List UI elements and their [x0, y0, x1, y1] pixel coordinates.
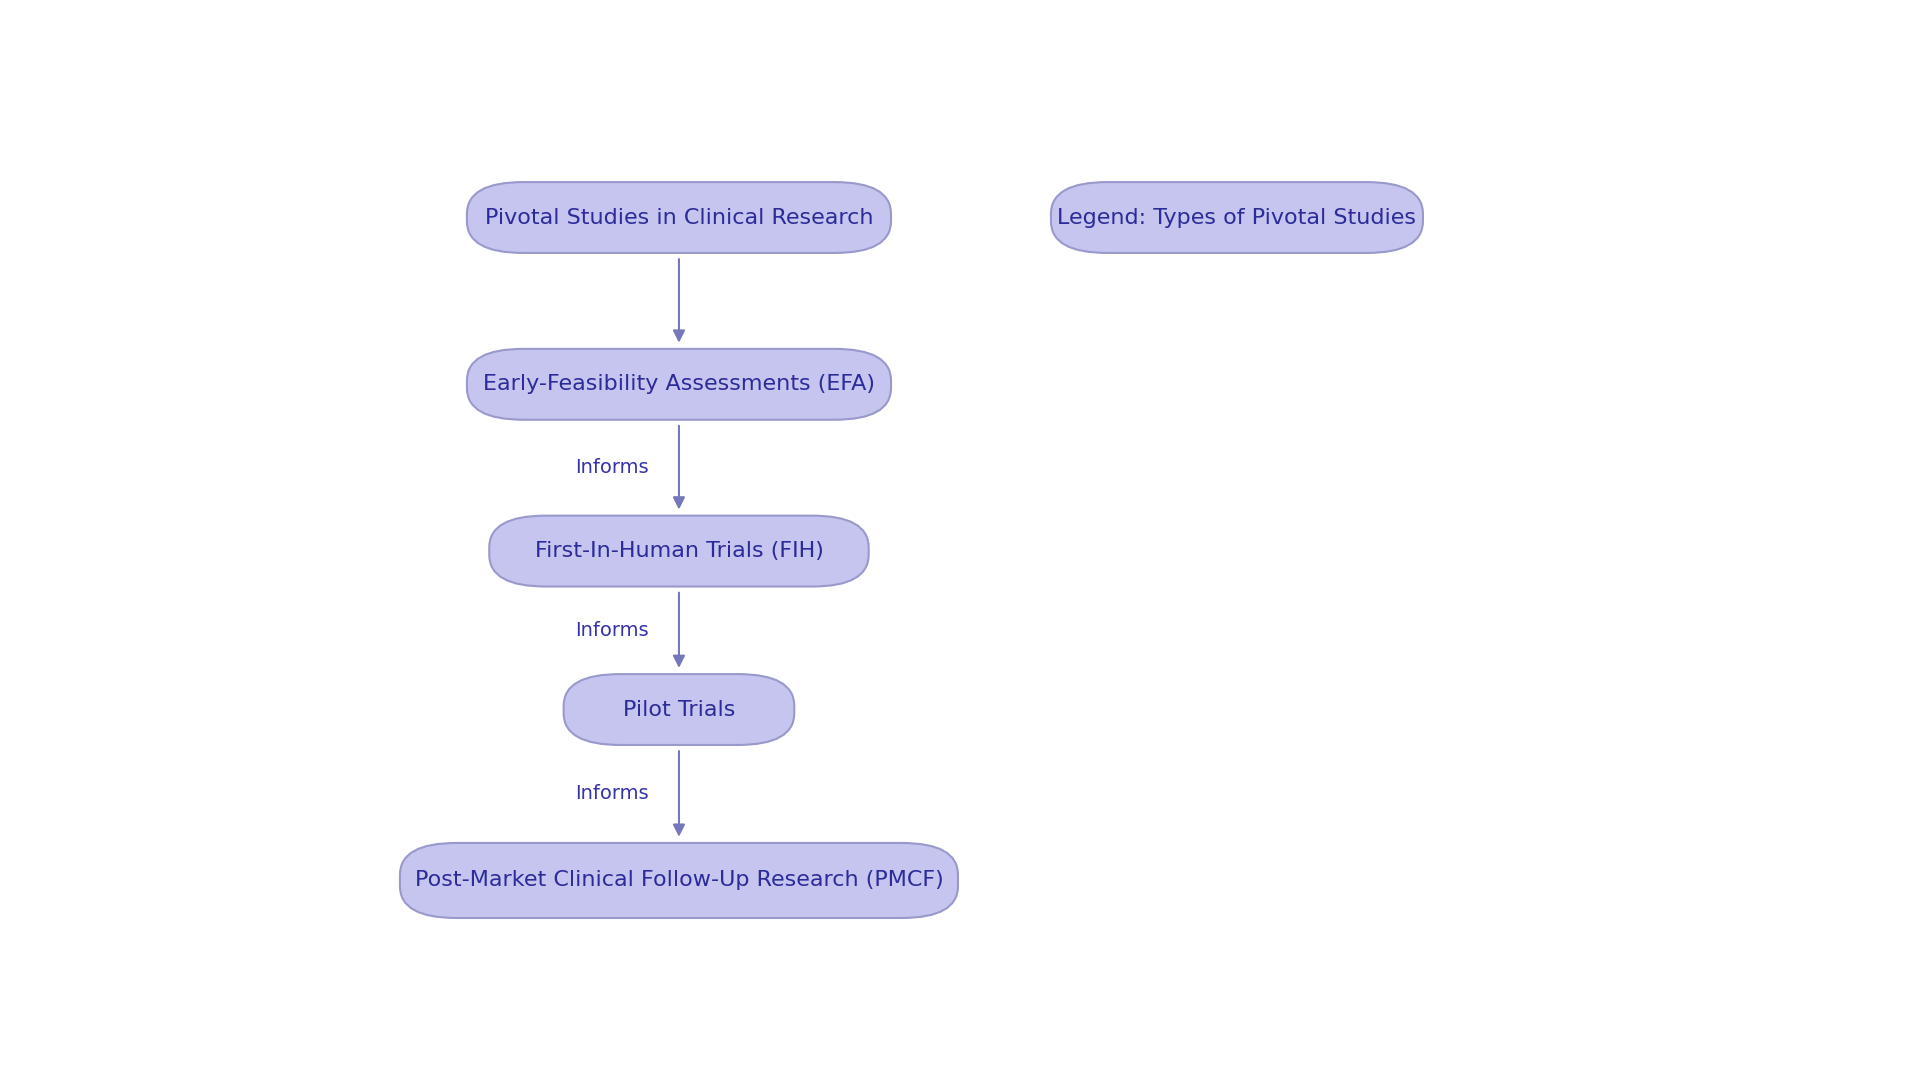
- Text: Informs: Informs: [576, 458, 649, 478]
- Text: Informs: Informs: [576, 784, 649, 804]
- FancyBboxPatch shape: [467, 182, 891, 253]
- FancyBboxPatch shape: [564, 674, 795, 745]
- Text: Pilot Trials: Pilot Trials: [622, 700, 735, 719]
- Text: Early-Feasibility Assessments (EFA): Early-Feasibility Assessments (EFA): [484, 375, 876, 394]
- FancyBboxPatch shape: [399, 843, 958, 918]
- Text: First-In-Human Trials (FIH): First-In-Human Trials (FIH): [534, 542, 824, 561]
- Text: Pivotal Studies in Clinical Research: Pivotal Studies in Clinical Research: [484, 208, 874, 227]
- FancyBboxPatch shape: [490, 516, 868, 587]
- FancyBboxPatch shape: [467, 349, 891, 420]
- Text: Post-Market Clinical Follow-Up Research (PMCF): Post-Market Clinical Follow-Up Research …: [415, 871, 943, 890]
- FancyBboxPatch shape: [1050, 182, 1423, 253]
- Text: Legend: Types of Pivotal Studies: Legend: Types of Pivotal Studies: [1058, 208, 1417, 227]
- Text: Informs: Informs: [576, 621, 649, 640]
